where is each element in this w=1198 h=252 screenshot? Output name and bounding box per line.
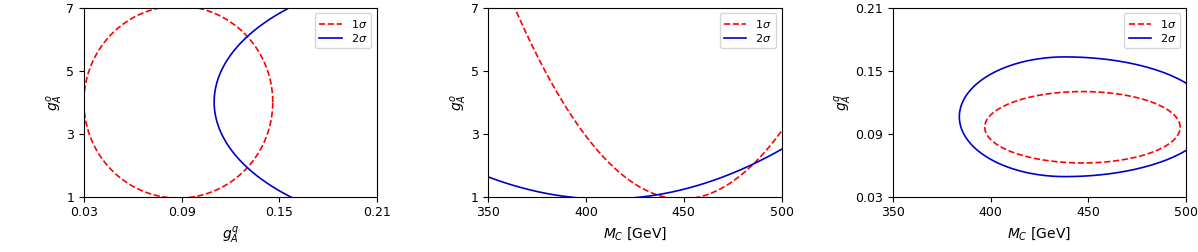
X-axis label: $M_C$ [GeV]: $M_C$ [GeV] [1008, 225, 1071, 242]
Y-axis label: $g_A^o$: $g_A^o$ [449, 93, 470, 111]
Y-axis label: $g_A^q$: $g_A^q$ [833, 93, 854, 111]
X-axis label: $M_C$ [GeV]: $M_C$ [GeV] [603, 225, 667, 242]
Y-axis label: $g_A^o$: $g_A^o$ [44, 93, 65, 111]
Legend: 1$\sigma$, 2$\sigma$: 1$\sigma$, 2$\sigma$ [1124, 13, 1180, 48]
X-axis label: $g_A^q$: $g_A^q$ [222, 225, 240, 246]
Legend: 1$\sigma$, 2$\sigma$: 1$\sigma$, 2$\sigma$ [315, 13, 371, 48]
Legend: 1$\sigma$, 2$\sigma$: 1$\sigma$, 2$\sigma$ [720, 13, 776, 48]
